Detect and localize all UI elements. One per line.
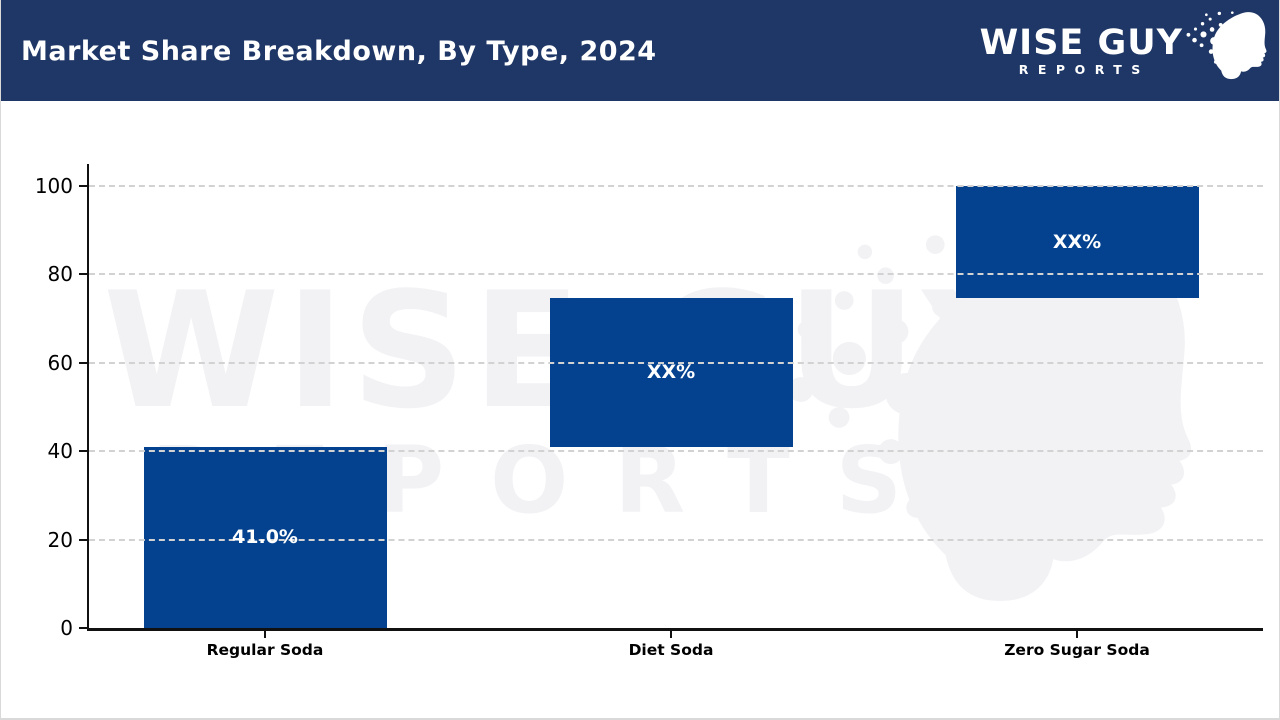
bar-regular-soda [143, 446, 387, 628]
x-tick-3 [1076, 630, 1078, 638]
y-tick-20 [79, 538, 87, 541]
y-tick-label-80: 80 [47, 262, 73, 287]
y-tick-label-0: 0 [60, 616, 73, 640]
y-tick-100 [79, 185, 87, 187]
chart-area: WISE GUY REPORTS 41.0%XX%XX%020406080100… [1, 101, 1279, 718]
page-title: Market Share Breakdown, By Type, 2024 [21, 36, 657, 67]
y-tick-label-40: 40 [47, 439, 73, 464]
bar-value-label: XX% [1052, 230, 1102, 253]
bar-diet-soda [549, 297, 793, 447]
gridline-20 [89, 538, 1263, 541]
bar-value-label: XX% [646, 361, 696, 384]
gridline-80 [89, 273, 1263, 276]
y-tick-label-60: 60 [47, 350, 73, 375]
x-category-label: Diet Soda [628, 641, 714, 659]
x-category-label: Zero Sugar Soda [1004, 641, 1150, 659]
y-tick-label-100: 100 [34, 174, 73, 198]
y-tick-0 [79, 627, 87, 629]
y-tick-60 [79, 361, 87, 364]
header-bar: Market Share Breakdown, By Type, 2024 WI… [1, 0, 1279, 101]
x-axis-line [87, 628, 1263, 631]
x-tick-1 [264, 630, 266, 638]
logo-wordmark: WISE GUY [979, 22, 1183, 63]
gridline-40 [89, 450, 1263, 453]
y-tick-80 [79, 273, 87, 276]
x-category-label: Regular Soda [206, 641, 324, 659]
x-tick-2 [670, 630, 672, 638]
y-tick-40 [79, 450, 87, 453]
gridline-60 [89, 361, 1263, 364]
logo-subtext: REPORTS [1018, 62, 1150, 78]
y-axis-line [87, 164, 89, 630]
wise-guy-logo: WISE GUY REPORTS [980, 8, 1267, 94]
logo-text: WISE GUY REPORTS [979, 22, 1183, 78]
gridline-100 [89, 185, 1263, 187]
y-tick-label-20: 20 [47, 527, 73, 552]
logo-face-icon [1185, 10, 1267, 92]
bar-zero-sugar-soda [955, 186, 1199, 298]
bar-value-label: 41.0% [232, 526, 298, 549]
